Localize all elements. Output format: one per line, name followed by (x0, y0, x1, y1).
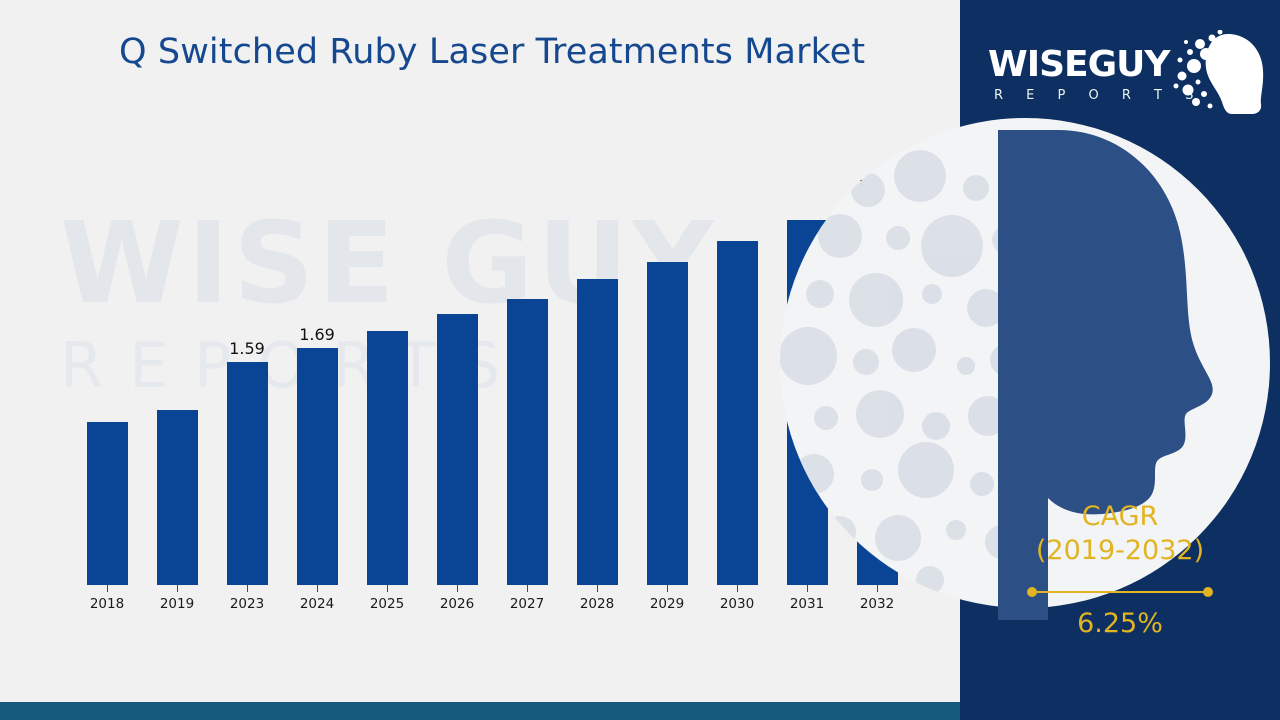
bar (716, 241, 758, 585)
bar (506, 299, 548, 585)
x-tick: 2029 (632, 585, 702, 623)
cagr-value: 6.25% (1077, 608, 1163, 639)
logo-head-icon (1173, 30, 1264, 114)
tick-mark (176, 585, 178, 592)
cagr-label: CAGR (1081, 501, 1159, 532)
x-tick-label: 2031 (789, 596, 825, 612)
x-tick: 2025 (352, 585, 422, 623)
bar (436, 314, 478, 585)
logo-wordmark: WISEGUY (988, 44, 1170, 85)
tick-mark (666, 585, 668, 592)
tick-mark (386, 585, 388, 592)
bottom-accent-strip (0, 702, 960, 720)
page-title: Q Switched Ruby Laser Treatments Market (119, 32, 866, 72)
bar (576, 279, 618, 585)
x-tick-label: 2025 (369, 596, 405, 612)
x-tick-label: 2029 (649, 596, 685, 612)
bar-slot: 1.69 (282, 150, 352, 585)
x-tick-label: 2018 (89, 596, 125, 612)
logo: WISEGUY R E P O R T S (982, 26, 1267, 116)
x-axis-ticks: 2018 2019 2023 2024 2025 2026 2027 2028 2029 2030… (72, 585, 912, 623)
x-tick: 2031 (772, 585, 842, 623)
cagr-divider-dot-left (1027, 587, 1037, 597)
tick-mark (736, 585, 738, 592)
x-tick-label: 2032 (859, 596, 895, 612)
x-tick-label: 2019 (159, 596, 195, 612)
cagr-period: (2019-2032) (1035, 535, 1205, 566)
bar-value-label: 1.59 (229, 339, 265, 358)
bar (646, 262, 688, 585)
tick-mark (246, 585, 248, 592)
bar (366, 331, 408, 585)
bar-slot: 1.59 (212, 150, 282, 585)
bar-slot (142, 150, 212, 585)
bar-slot (492, 150, 562, 585)
tick-mark (806, 585, 808, 592)
bar (86, 422, 128, 585)
tick-mark (106, 585, 108, 592)
tick-mark (526, 585, 528, 592)
cagr-divider-dot-right (1203, 587, 1213, 597)
x-tick-label: 2030 (719, 596, 755, 612)
bar-slot (352, 150, 422, 585)
cagr-divider (1027, 586, 1213, 598)
cagr-divider-line (1033, 591, 1207, 593)
x-tick: 2019 (142, 585, 212, 623)
bar-value-label: 1.69 (299, 325, 335, 344)
x-tick-label: 2026 (439, 596, 475, 612)
x-tick: 2023 (212, 585, 282, 623)
bar-slot (632, 150, 702, 585)
bar-slot (72, 150, 142, 585)
bar-slot (562, 150, 632, 585)
logo-subtext: R E P O R T S (994, 88, 1203, 103)
bar (296, 348, 338, 585)
tick-mark (456, 585, 458, 592)
head-profile-icon (998, 130, 1213, 620)
x-tick-label: 2024 (299, 596, 335, 612)
x-tick-label: 2028 (579, 596, 615, 612)
cagr-block: CAGR (2019-2032) 6.25% (960, 500, 1280, 639)
x-tick: 2030 (702, 585, 772, 623)
bar-slot (422, 150, 492, 585)
side-panel: WISEGUY R E P O R T S CAGR (2019-2032) 6… (780, 0, 1280, 720)
tick-mark (596, 585, 598, 592)
x-tick-label: 2023 (229, 596, 265, 612)
x-tick: 2028 (562, 585, 632, 623)
bar (226, 362, 268, 585)
x-tick: 2018 (72, 585, 142, 623)
x-tick: 2026 (422, 585, 492, 623)
bar (156, 410, 198, 585)
x-tick: 2027 (492, 585, 562, 623)
x-tick: 2024 (282, 585, 352, 623)
bar-slot (702, 150, 772, 585)
tick-mark (876, 585, 878, 592)
x-tick-label: 2027 (509, 596, 545, 612)
tick-mark (316, 585, 318, 592)
x-tick: 2032 (842, 585, 912, 623)
